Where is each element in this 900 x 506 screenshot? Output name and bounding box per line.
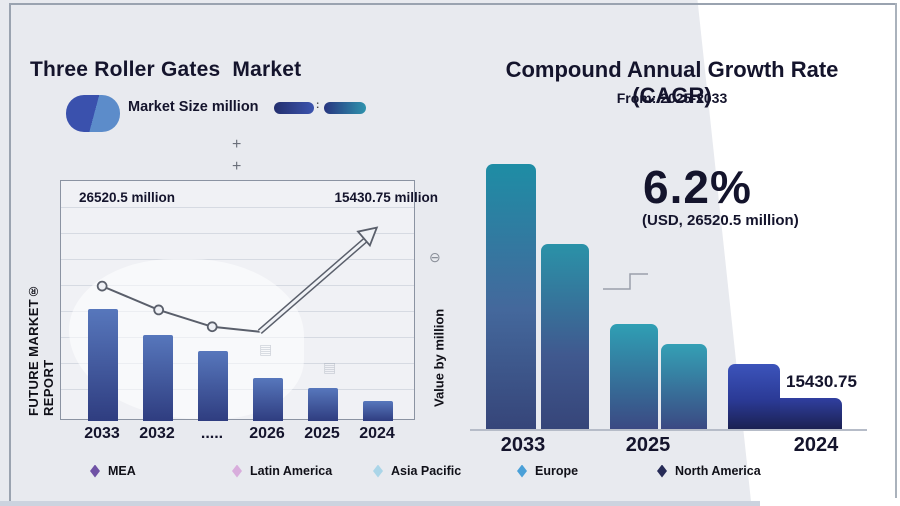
cagr-bar-2025-secondary bbox=[661, 344, 707, 429]
legend-label: Latin America bbox=[250, 464, 333, 478]
value-axis-label: Value by million bbox=[431, 308, 447, 407]
cagr-bar-2025-primary bbox=[610, 324, 658, 429]
cagr-bar-2033-secondary bbox=[541, 244, 589, 429]
value-label-2024: 15430.75 bbox=[786, 372, 857, 391]
cagr-bar-2024-secondary bbox=[780, 398, 842, 429]
legend-item-europe: Europe bbox=[517, 464, 578, 478]
ratio-pill-blue bbox=[274, 102, 314, 114]
left-chart-panel: 26520.5 million 15430.75 million ▤ ▤ bbox=[60, 180, 438, 421]
step-bracket-decoration bbox=[603, 273, 648, 290]
brand-watermark: FUTURE MARKET® REPORT bbox=[26, 283, 56, 416]
gridline bbox=[61, 233, 414, 234]
ratio-colon: : bbox=[316, 100, 320, 111]
x-label-2025: 2025 bbox=[304, 425, 340, 442]
x-label-2025: 2025 bbox=[625, 434, 671, 456]
x-label-2026: 2026 bbox=[249, 425, 285, 442]
document-icon: ▤ bbox=[259, 341, 273, 357]
legend-diamond-icon bbox=[517, 464, 527, 478]
legend-diamond-icon bbox=[657, 464, 667, 478]
cagr-bar-2033-primary bbox=[486, 164, 536, 429]
frame-bottom-strip bbox=[0, 501, 760, 506]
legend-diamond-icon bbox=[232, 464, 242, 478]
legend-item-latin-america: Latin America bbox=[232, 464, 332, 478]
legend-label: MEA bbox=[108, 464, 136, 478]
legend-item-mea: MEA bbox=[90, 464, 136, 478]
document-icon: ▤ bbox=[323, 359, 337, 375]
bar-2032 bbox=[143, 335, 173, 421]
cagr-percentage: 6.2% bbox=[643, 161, 752, 213]
legend-item-north-america: North America bbox=[657, 464, 761, 478]
right-chart-subtitle: From: 2025-2033 bbox=[616, 90, 728, 106]
market-size-label: Market Size million bbox=[128, 99, 259, 115]
end-value-annotation: 15430.75 million bbox=[334, 190, 438, 205]
gridline bbox=[61, 207, 414, 208]
bar-2033 bbox=[88, 309, 118, 421]
legend-label: North America bbox=[675, 464, 761, 478]
circle-minus-icon: ⊖ bbox=[429, 249, 441, 265]
x-label-2033: 2033 bbox=[500, 434, 546, 456]
bar-2024 bbox=[363, 401, 393, 421]
x-label-2033: 2033 bbox=[84, 425, 120, 442]
legend-diamond-icon bbox=[90, 464, 100, 478]
right-chart-axis-line bbox=[470, 429, 867, 431]
frame-left-border bbox=[9, 3, 11, 506]
plus-icon: + bbox=[232, 158, 242, 175]
x-label-dots: ..... bbox=[200, 425, 224, 442]
legend-label: Europe bbox=[535, 464, 579, 478]
x-label-2024: 2024 bbox=[359, 425, 395, 442]
frame-right-border bbox=[895, 3, 897, 498]
frame-top-border bbox=[10, 3, 897, 5]
start-value-annotation: 26520.5 million bbox=[79, 190, 176, 205]
ratio-pill-teal bbox=[324, 102, 366, 114]
database-cylinder-icon bbox=[66, 95, 120, 132]
cagr-bar-2024-primary bbox=[728, 364, 780, 429]
x-label-2024: 2024 bbox=[793, 434, 839, 456]
right-chart-title: Compound Annual Growth Rate (CAGR) bbox=[505, 57, 839, 108]
bar-2026 bbox=[253, 378, 283, 421]
cagr-detail: (USD, 26520.5 million) bbox=[642, 212, 799, 229]
legend-item-asia-pacific: Asia Pacific bbox=[373, 464, 461, 478]
gridline bbox=[61, 259, 414, 260]
legend-diamond-icon bbox=[373, 464, 383, 478]
plus-icon: + bbox=[232, 136, 242, 153]
bar-intermediate bbox=[198, 351, 228, 421]
x-label-2032: 2032 bbox=[139, 425, 175, 442]
left-chart-title: Three Roller Gates Market bbox=[30, 58, 302, 81]
bar-2025 bbox=[308, 388, 338, 421]
legend-label: Asia Pacific bbox=[391, 464, 462, 478]
